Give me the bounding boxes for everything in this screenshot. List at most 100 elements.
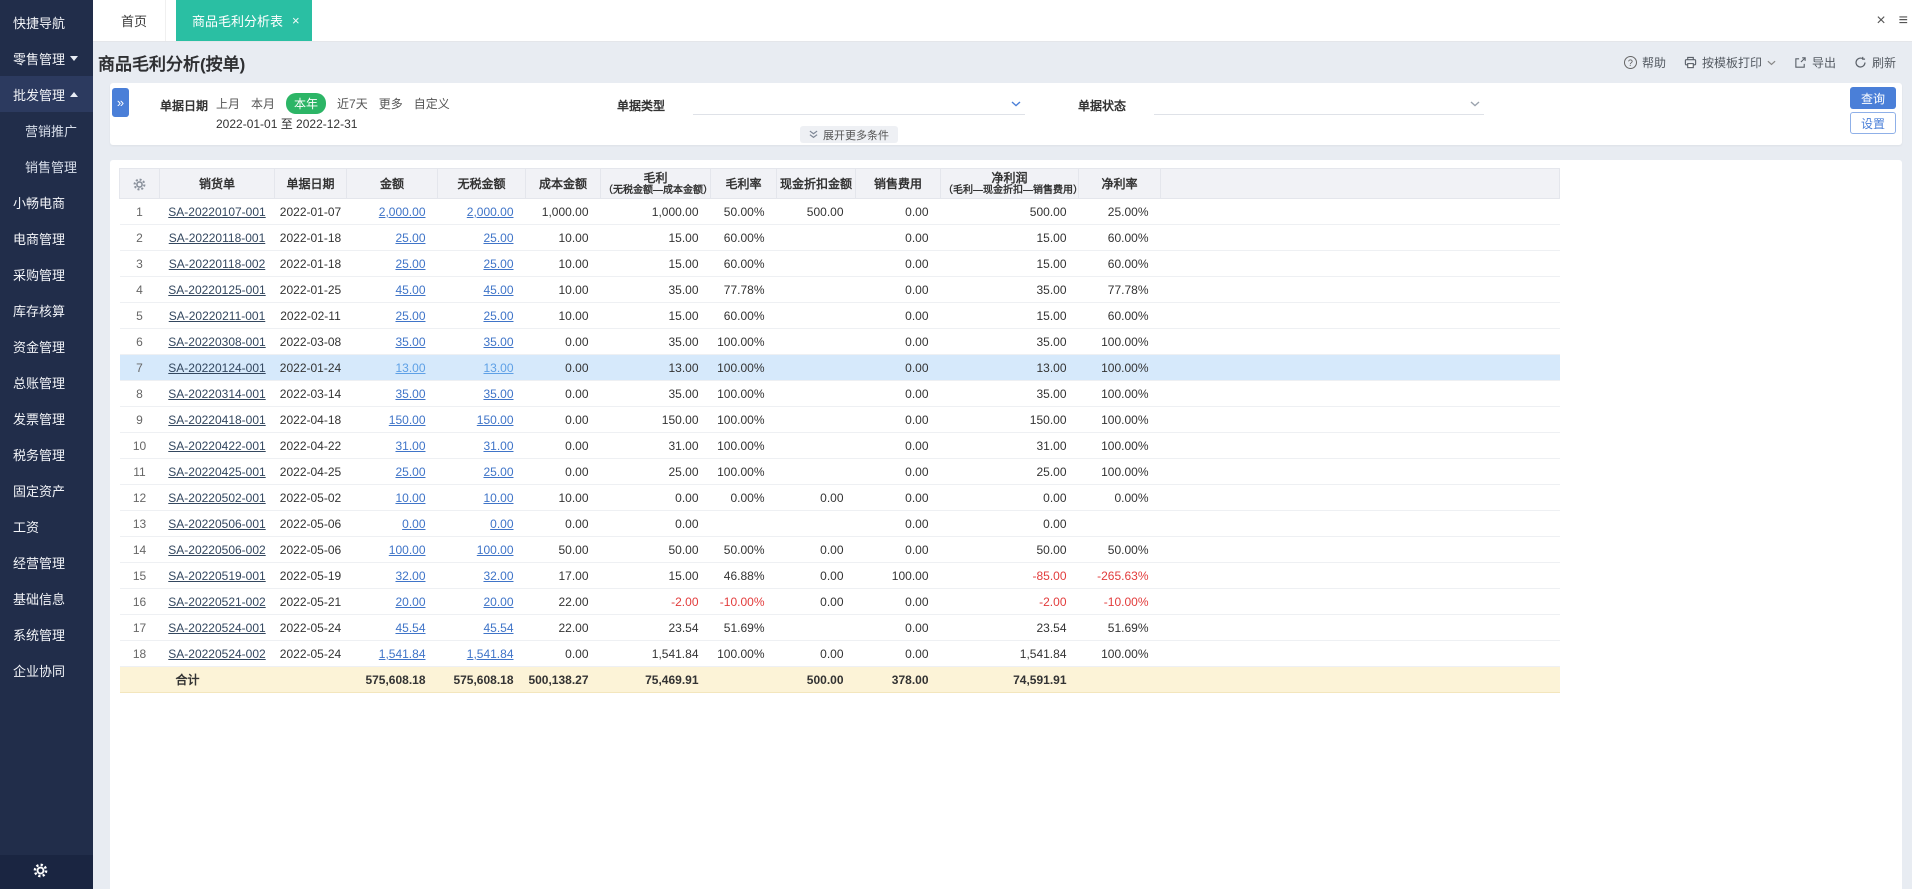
column-header-expense[interactable]: 销售费用: [855, 168, 941, 199]
order-link[interactable]: SA-20220418-001: [168, 412, 266, 427]
order-link[interactable]: SA-20220211-001: [168, 308, 266, 323]
taxfree-link[interactable]: 13.00: [483, 360, 514, 375]
sidebar-item[interactable]: 经营管理: [0, 544, 93, 580]
doc-type-select[interactable]: [693, 91, 1025, 115]
sidebar-item[interactable]: 小畅电商: [0, 184, 93, 220]
amount-link[interactable]: 35.00: [395, 386, 426, 401]
sidebar-item[interactable]: 固定资产: [0, 472, 93, 508]
sidebar-item[interactable]: 营销推广: [0, 112, 93, 148]
column-header-discount[interactable]: 现金折扣金额: [776, 168, 856, 199]
column-settings-gear-icon[interactable]: [119, 168, 160, 199]
column-header-taxfree[interactable]: 无税金额: [437, 168, 526, 199]
collapse-filter-button[interactable]: »: [112, 88, 129, 117]
order-link[interactable]: SA-20220314-001: [168, 386, 266, 401]
amount-link[interactable]: 25.00: [395, 256, 426, 271]
amount-link[interactable]: 1,541.84: [378, 646, 426, 661]
amount-link[interactable]: 20.00: [395, 594, 426, 609]
table-row[interactable]: 16 SA-20220521-002 2022-05-21 20.00 20.00 22.…: [119, 588, 1560, 615]
sidebar-item[interactable]: 快捷导航: [0, 4, 93, 40]
date-quick-option[interactable]: 上月: [216, 97, 241, 111]
table-row[interactable]: 3 SA-20220118-002 2022-01-18 25.00 25.00 10.0…: [119, 250, 1560, 277]
table-row[interactable]: 17 SA-20220524-001 2022-05-24 45.54 45.54 22.…: [119, 614, 1560, 641]
order-link[interactable]: SA-20220124-001: [168, 360, 266, 375]
taxfree-link[interactable]: 1,541.84: [466, 646, 514, 661]
column-header-cost[interactable]: 成本金额: [525, 168, 601, 199]
table-row[interactable]: 12 SA-20220502-001 2022-05-02 10.00 10.00 10.…: [119, 484, 1560, 511]
table-row[interactable]: 6 SA-20220308-001 2022-03-08 35.00 35.00 0.00…: [119, 328, 1560, 355]
amount-link[interactable]: 25.00: [395, 230, 426, 245]
taxfree-link[interactable]: 20.00: [483, 594, 514, 609]
date-quick-option[interactable]: 本年: [286, 93, 327, 114]
amount-link[interactable]: 35.00: [395, 334, 426, 349]
taxfree-link[interactable]: 45.54: [483, 620, 514, 635]
column-header-gross[interactable]: 毛利 （无税金额—成本金额）: [600, 168, 711, 199]
column-header-net[interactable]: 净利润 （毛利—现金折扣—销售费用）: [940, 168, 1079, 199]
sidebar-item[interactable]: 系统管理: [0, 616, 93, 652]
order-link[interactable]: SA-20220118-001: [168, 230, 266, 245]
export-button[interactable]: 导出: [1794, 54, 1836, 71]
order-link[interactable]: SA-20220524-001: [168, 620, 266, 635]
order-link[interactable]: SA-20220118-002: [168, 256, 266, 271]
table-row[interactable]: 7 SA-20220124-001 2022-01-24 13.00 13.00 0.00…: [119, 354, 1560, 381]
taxfree-link[interactable]: 35.00: [483, 386, 514, 401]
amount-link[interactable]: 45.00: [395, 282, 426, 297]
table-row[interactable]: 1 SA-20220107-001 2022-01-07 2,000.00 2,000.…: [119, 198, 1560, 225]
taxfree-link[interactable]: 25.00: [483, 464, 514, 479]
table-row[interactable]: 2 SA-20220118-001 2022-01-18 25.00 25.00 10.0…: [119, 224, 1560, 251]
date-range-value[interactable]: 2022-01-01 至 2022-12-31: [216, 117, 358, 131]
table-row[interactable]: 14 SA-20220506-002 2022-05-06 100.00 100.00 5…: [119, 536, 1560, 563]
date-quick-option[interactable]: 自定义: [413, 97, 450, 111]
taxfree-link[interactable]: 35.00: [483, 334, 514, 349]
sidebar-item[interactable]: 批发管理: [0, 76, 93, 112]
sidebar-item[interactable]: 零售管理: [0, 40, 93, 76]
help-button[interactable]: ? 帮助: [1623, 54, 1666, 71]
sidebar-item[interactable]: 税务管理: [0, 436, 93, 472]
amount-link[interactable]: 10.00: [395, 490, 426, 505]
table-row[interactable]: 11 SA-20220425-001 2022-04-25 25.00 25.00 0.0…: [119, 458, 1560, 485]
sidebar-item[interactable]: 资金管理: [0, 328, 93, 364]
sidebar-item[interactable]: 基础信息: [0, 580, 93, 616]
order-link[interactable]: SA-20220506-002: [168, 542, 266, 557]
taxfree-link[interactable]: 25.00: [483, 256, 514, 271]
sidebar-item[interactable]: 工资: [0, 508, 93, 544]
date-quick-option[interactable]: 更多: [378, 97, 403, 111]
refresh-button[interactable]: 刷新: [1854, 54, 1896, 71]
order-link[interactable]: SA-20220422-001: [168, 438, 266, 453]
sidebar-item[interactable]: 销售管理: [0, 148, 93, 184]
taxfree-link[interactable]: 10.00: [483, 490, 514, 505]
column-header-amount[interactable]: 金额: [346, 168, 438, 199]
amount-link[interactable]: 2,000.00: [378, 204, 426, 219]
taxfree-link[interactable]: 100.00: [476, 542, 514, 557]
order-link[interactable]: SA-20220502-001: [168, 490, 266, 505]
amount-link[interactable]: 25.00: [395, 464, 426, 479]
amount-link[interactable]: 32.00: [395, 568, 426, 583]
order-link[interactable]: SA-20220524-002: [168, 646, 266, 661]
column-header-date[interactable]: 单据日期: [274, 168, 347, 199]
amount-link[interactable]: 31.00: [395, 438, 426, 453]
date-quick-option[interactable]: 本月: [251, 97, 276, 111]
order-link[interactable]: SA-20220519-001: [168, 568, 266, 583]
taxfree-link[interactable]: 25.00: [483, 308, 514, 323]
amount-link[interactable]: 100.00: [388, 542, 426, 557]
settings-button[interactable]: 设置: [1850, 112, 1896, 134]
sidebar-item[interactable]: 采购管理: [0, 256, 93, 292]
query-button[interactable]: 查询: [1850, 87, 1896, 109]
taxfree-link[interactable]: 32.00: [483, 568, 514, 583]
tab-home[interactable]: 首页: [103, 0, 167, 41]
table-row[interactable]: 15 SA-20220519-001 2022-05-19 32.00 32.00 17.…: [119, 562, 1560, 589]
sidebar-item[interactable]: 库存核算: [0, 292, 93, 328]
sidebar-item[interactable]: 企业协同: [0, 652, 93, 688]
column-header-grossrate[interactable]: 毛利率: [710, 168, 777, 199]
taxfree-link[interactable]: 25.00: [483, 230, 514, 245]
order-link[interactable]: SA-20220107-001: [168, 204, 266, 219]
amount-link[interactable]: 0.00: [402, 516, 426, 531]
order-link[interactable]: SA-20220308-001: [168, 334, 266, 349]
table-row[interactable]: 5 SA-20220211-001 2022-02-11 25.00 25.00 10.0…: [119, 302, 1560, 329]
table-row[interactable]: 9 SA-20220418-001 2022-04-18 150.00 150.00 0.…: [119, 406, 1560, 433]
table-row[interactable]: 8 SA-20220314-001 2022-03-14 35.00 35.00 0.00…: [119, 380, 1560, 407]
close-all-tabs-icon[interactable]: ×: [1876, 11, 1886, 29]
order-link[interactable]: SA-20220425-001: [168, 464, 266, 479]
table-row[interactable]: 10 SA-20220422-001 2022-04-22 31.00 31.00 0.0…: [119, 432, 1560, 459]
sidebar-item[interactable]: 电商管理: [0, 220, 93, 256]
taxfree-link[interactable]: 150.00: [476, 412, 514, 427]
